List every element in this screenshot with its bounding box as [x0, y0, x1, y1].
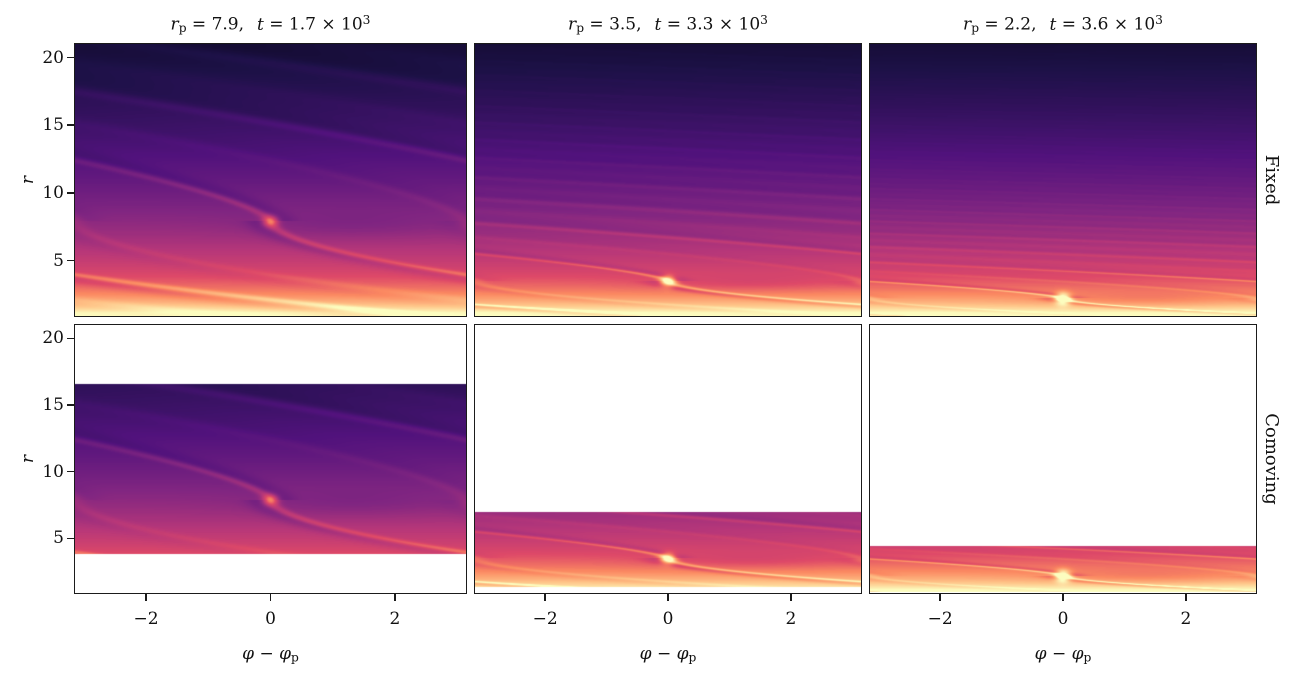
- panel-fixed-col1: [473, 42, 862, 317]
- text-segment: r: [18, 454, 38, 464]
- text-segment: t: [1049, 14, 1057, 35]
- y-tick: [66, 470, 74, 473]
- x-tick-label: 2: [389, 609, 401, 629]
- x-tick-label: 0: [265, 609, 276, 629]
- row-label-fixed: Fixed: [1258, 120, 1284, 240]
- y-tick-label: 15: [42, 115, 64, 136]
- heatmap-canvas-fixed-col1: [474, 43, 861, 316]
- x-tick: [1185, 594, 1187, 602]
- text-segment: −: [1046, 644, 1072, 664]
- text-segment: = 3.5,: [584, 14, 642, 35]
- text-segment: φ: [1034, 644, 1047, 664]
- panel-title-col2: rp = 2.2, t = 3.6 × 103: [870, 6, 1256, 36]
- y-tick-label: 5: [53, 250, 64, 271]
- y-tick-label: 10: [42, 182, 64, 203]
- x-tick-label: −2: [927, 609, 953, 629]
- panel-title-col0: rp = 7.9, t = 1.7 × 103: [75, 6, 466, 36]
- text-segment: 3: [760, 13, 768, 27]
- y-tick: [66, 56, 74, 59]
- text-segment: = 7.9,: [186, 14, 245, 35]
- panel-title-col1: rp = 3.5, t = 3.3 × 103: [475, 6, 861, 36]
- text-segment: φ: [279, 644, 292, 664]
- text-segment: 3: [362, 13, 371, 27]
- x-tick: [269, 594, 272, 602]
- text-segment: r: [170, 14, 179, 35]
- x-tick-label: 0: [662, 609, 674, 629]
- text-segment: φ: [242, 644, 255, 664]
- x-tick: [939, 594, 941, 602]
- y-tick-label: 10: [42, 461, 64, 482]
- text-segment: p: [688, 650, 697, 665]
- text-segment: p: [971, 21, 980, 36]
- text-segment: −: [254, 644, 280, 664]
- heatmap-canvas-comoving-col1: [474, 324, 861, 593]
- text-segment: φ: [639, 644, 652, 664]
- panel-comoving-col1: [473, 323, 862, 594]
- panel-comoving-col0: [73, 323, 467, 594]
- y-tick: [66, 404, 74, 406]
- text-segment: p: [576, 21, 585, 36]
- x-tick: [1062, 594, 1064, 602]
- row-label-text: Fixed: [1261, 154, 1282, 206]
- text-segment: t: [257, 14, 264, 35]
- text-segment: φ: [676, 644, 689, 664]
- y-tick-label: 20: [42, 328, 64, 349]
- text-segment: = 3.3 × 10: [661, 14, 761, 35]
- x-tick-label: −2: [133, 609, 159, 629]
- text-segment: p: [1083, 650, 1092, 665]
- text-segment: t: [654, 14, 662, 35]
- text-segment: 3: [1155, 13, 1163, 27]
- y-tick-label: 15: [42, 395, 64, 415]
- x-axis-label-col2: φ − φp: [870, 642, 1256, 666]
- text-segment: r: [568, 14, 577, 35]
- text-segment: = 1.7 × 10: [263, 14, 363, 35]
- text-segment: = 2.2,: [979, 14, 1037, 35]
- y-tick: [66, 259, 74, 262]
- y-tick: [66, 192, 74, 194]
- y-axis-label: r: [14, 160, 42, 200]
- heatmap-canvas-fixed-col2: [869, 43, 1256, 316]
- panel-fixed-col0: [73, 42, 467, 317]
- y-tick: [66, 537, 74, 540]
- y-axis-label: r: [14, 439, 42, 479]
- y-tick-label: 5: [53, 528, 64, 549]
- heatmap-canvas-comoving-col2: [869, 324, 1256, 593]
- panel-fixed-col2: [868, 42, 1257, 317]
- x-tick-label: 2: [1180, 609, 1192, 629]
- text-segment: r: [963, 14, 972, 35]
- text-segment: −: [651, 644, 677, 664]
- x-tick: [790, 594, 792, 602]
- x-tick: [667, 594, 669, 602]
- y-tick-label: 20: [42, 47, 64, 68]
- y-tick: [66, 124, 74, 126]
- x-tick-label: 2: [785, 609, 797, 629]
- text-segment: p: [178, 21, 187, 36]
- x-tick: [145, 594, 147, 602]
- x-axis-label-col1: φ − φp: [475, 642, 861, 666]
- heatmap-canvas-comoving-col0: [74, 324, 466, 593]
- row-label-comoving: Comoving: [1258, 399, 1284, 519]
- y-tick: [66, 337, 74, 340]
- row-label-text: Comoving: [1261, 413, 1282, 505]
- x-axis-label-col0: φ − φp: [75, 642, 466, 666]
- x-tick: [394, 594, 396, 602]
- text-segment: p: [291, 650, 299, 665]
- panel-comoving-col2: [868, 323, 1257, 594]
- text-segment: φ: [1071, 644, 1084, 664]
- x-tick-label: 0: [1057, 609, 1069, 629]
- text-segment: = 3.6 × 10: [1056, 14, 1156, 35]
- x-tick-label: −2: [532, 609, 558, 629]
- x-tick: [544, 594, 546, 602]
- text-segment: r: [18, 175, 38, 185]
- heatmap-canvas-fixed-col0: [74, 43, 466, 316]
